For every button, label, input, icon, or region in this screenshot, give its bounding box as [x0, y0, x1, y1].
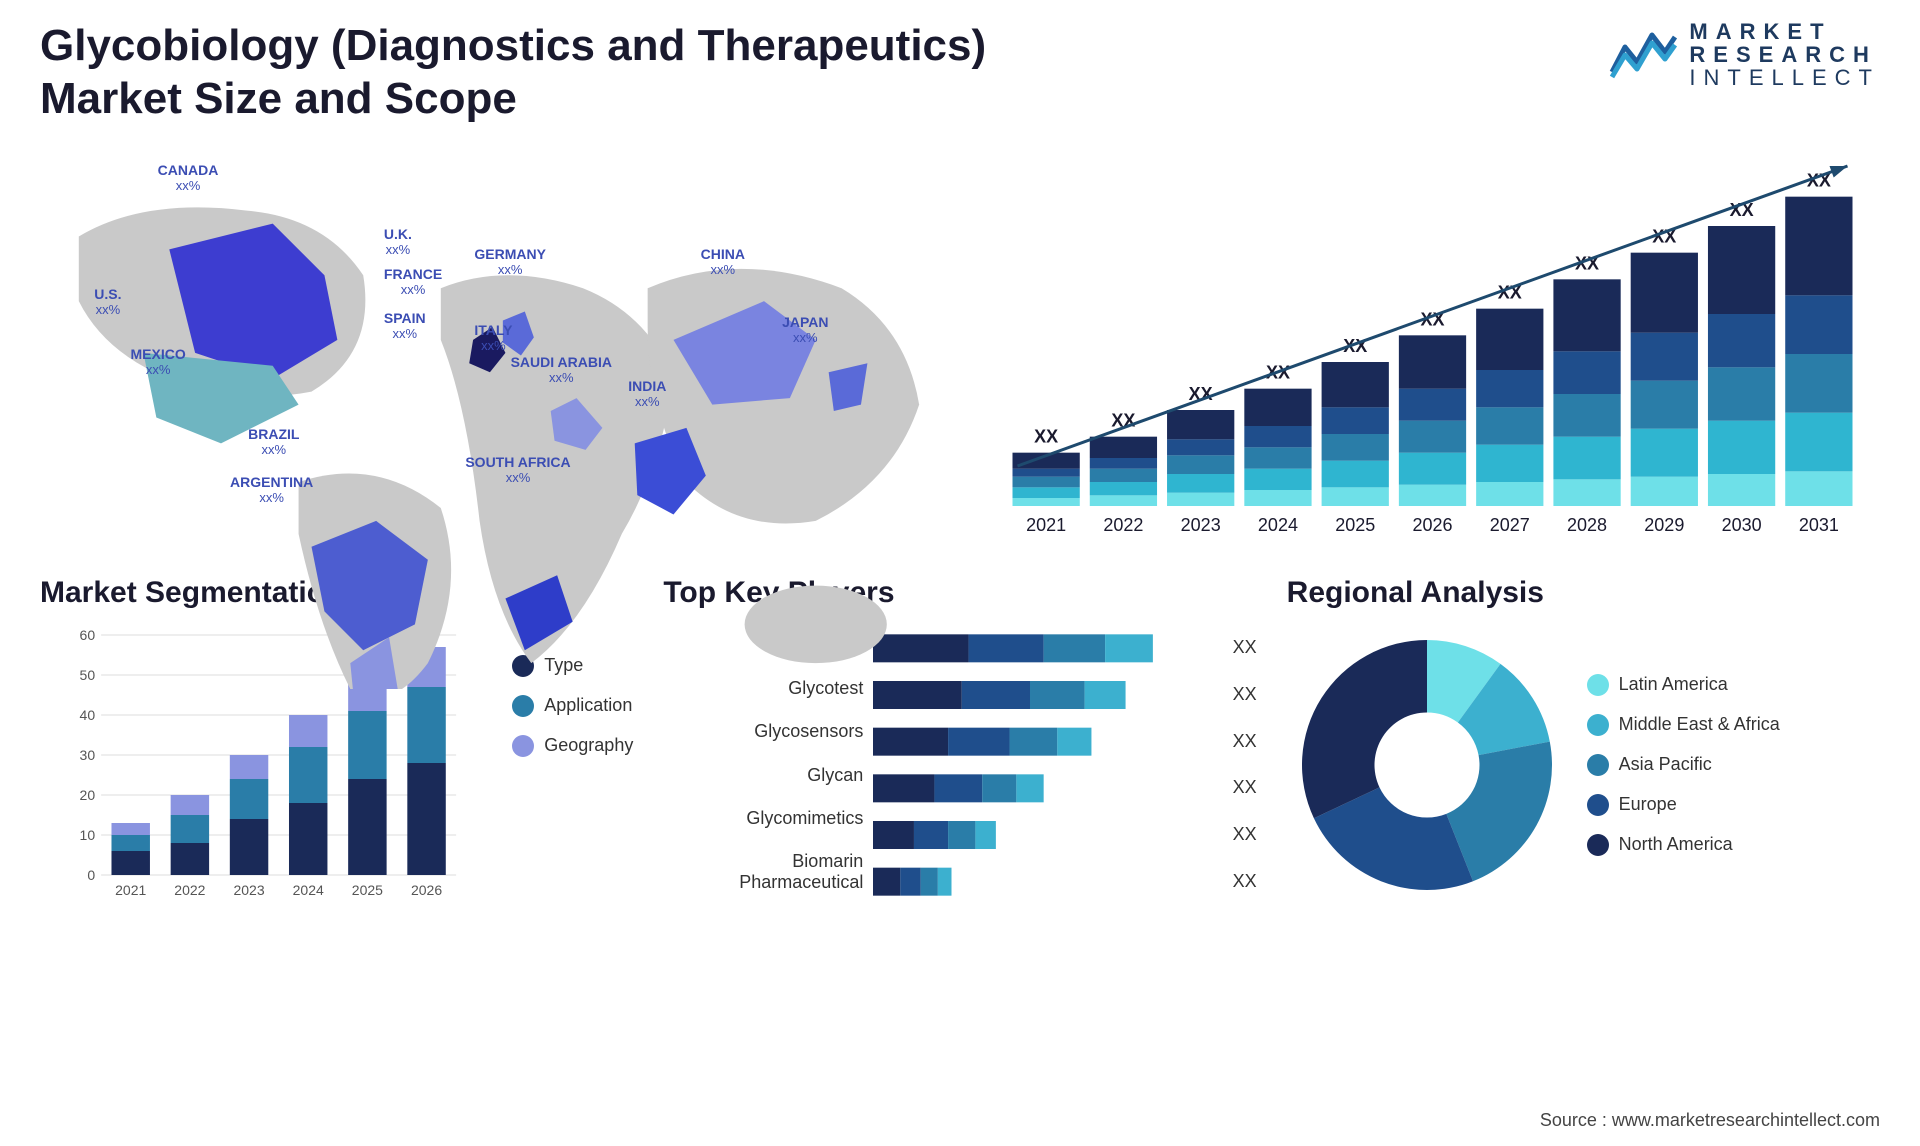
legend-label: Asia Pacific [1619, 754, 1712, 775]
map-label: FRANCExx% [384, 266, 442, 298]
map-label: MEXICOxx% [131, 346, 186, 378]
svg-text:2022: 2022 [1103, 515, 1143, 535]
map-label: GERMANYxx% [474, 246, 546, 278]
svg-text:2021: 2021 [1026, 515, 1066, 535]
legend-label: Geography [544, 735, 633, 756]
legend-swatch [1587, 674, 1609, 696]
svg-text:2025: 2025 [352, 882, 383, 898]
legend-swatch [1587, 794, 1609, 816]
legend-item: Europe [1587, 794, 1780, 816]
legend-label: North America [1619, 834, 1733, 855]
logo-text: MARKET RESEARCH INTELLECT [1689, 20, 1880, 89]
legend-swatch [512, 735, 534, 757]
svg-text:2029: 2029 [1644, 515, 1684, 535]
player-value: XX [1233, 871, 1257, 892]
legend-item: North America [1587, 834, 1780, 856]
map-label: U.S.xx% [94, 286, 121, 318]
legend-item: Middle East & Africa [1587, 714, 1780, 736]
map-svg [40, 146, 945, 689]
top-row: CANADAxx% U.S.xx% MEXICOxx% BRAZILxx% ARGENT… [40, 146, 1880, 546]
svg-text:2026: 2026 [1412, 515, 1452, 535]
map-label: CHINAxx% [701, 246, 745, 278]
svg-text:2025: 2025 [1335, 515, 1375, 535]
svg-text:2031: 2031 [1799, 515, 1839, 535]
map-label: ARGENTINAxx% [230, 474, 313, 506]
player-value: XX [1233, 824, 1257, 845]
regional-donut [1287, 625, 1567, 905]
player-value: XX [1233, 684, 1257, 705]
player-label: Biomarin Pharmaceutical [663, 851, 863, 893]
svg-text:XX: XX [1034, 426, 1058, 446]
legend-item: Application [512, 695, 633, 717]
svg-text:2024: 2024 [293, 882, 324, 898]
growth-chart: XXXXXXXXXXXXXXXXXXXXXX 20212022202320242… [975, 146, 1880, 546]
logo: MARKET RESEARCH INTELLECT [1607, 20, 1880, 89]
player-value: XX [1233, 637, 1257, 658]
map-label: INDIAxx% [628, 378, 666, 410]
legend-item: Geography [512, 735, 633, 757]
legend-item: Asia Pacific [1587, 754, 1780, 776]
svg-text:2027: 2027 [1490, 515, 1530, 535]
svg-text:40: 40 [80, 707, 96, 723]
map-label: SAUDI ARABIAxx% [511, 354, 612, 386]
map-label: JAPANxx% [782, 314, 828, 346]
map-label: CANADAxx% [158, 162, 219, 194]
svg-text:2024: 2024 [1258, 515, 1298, 535]
map-label: SOUTH AFRICAxx% [465, 454, 570, 486]
world-map: CANADAxx% U.S.xx% MEXICOxx% BRAZILxx% ARGENT… [40, 146, 945, 546]
svg-text:2030: 2030 [1722, 515, 1762, 535]
player-value: XX [1233, 731, 1257, 752]
legend-label: Latin America [1619, 674, 1728, 695]
legend-swatch [1587, 834, 1609, 856]
svg-text:0: 0 [87, 867, 95, 883]
growth-chart-svg: XXXXXXXXXXXXXXXXXXXXXX 20212022202320242… [975, 146, 1880, 546]
regional-legend: Latin America Middle East & Africa Asia Pa… [1587, 674, 1780, 856]
legend-label: Middle East & Africa [1619, 714, 1780, 735]
source-text: Source : www.marketresearchintellect.com [1540, 1110, 1880, 1131]
player-label: Glycan [663, 765, 863, 786]
players-values: XX XX XX XX XX XX [1225, 625, 1257, 905]
svg-text:2023: 2023 [233, 882, 264, 898]
legend-label: Application [544, 695, 632, 716]
map-label: SPAINxx% [384, 310, 426, 342]
svg-text:2023: 2023 [1181, 515, 1221, 535]
svg-text:2022: 2022 [174, 882, 205, 898]
map-label: ITALYxx% [474, 322, 512, 354]
regional-panel: Regional Analysis Latin America Middle Ea… [1287, 576, 1880, 905]
header: Glycobiology (Diagnostics and Therapeuti… [40, 20, 1880, 126]
regional-title: Regional Analysis [1287, 576, 1880, 610]
svg-text:2028: 2028 [1567, 515, 1607, 535]
page-title: Glycobiology (Diagnostics and Therapeuti… [40, 20, 1140, 126]
legend-swatch [512, 695, 534, 717]
map-label: BRAZILxx% [248, 426, 299, 458]
svg-text:2026: 2026 [411, 882, 442, 898]
svg-text:20: 20 [80, 787, 96, 803]
legend-swatch [1587, 754, 1609, 776]
player-label: Glycomimetics [663, 808, 863, 829]
svg-text:30: 30 [80, 747, 96, 763]
svg-text:2021: 2021 [115, 882, 146, 898]
logo-icon [1607, 27, 1677, 82]
legend-item: Latin America [1587, 674, 1780, 696]
legend-label: Europe [1619, 794, 1677, 815]
legend-swatch [1587, 714, 1609, 736]
svg-text:10: 10 [80, 827, 96, 843]
map-label: U.K.xx% [384, 226, 412, 258]
player-label: Glycosensors [663, 721, 863, 742]
player-value: XX [1233, 777, 1257, 798]
